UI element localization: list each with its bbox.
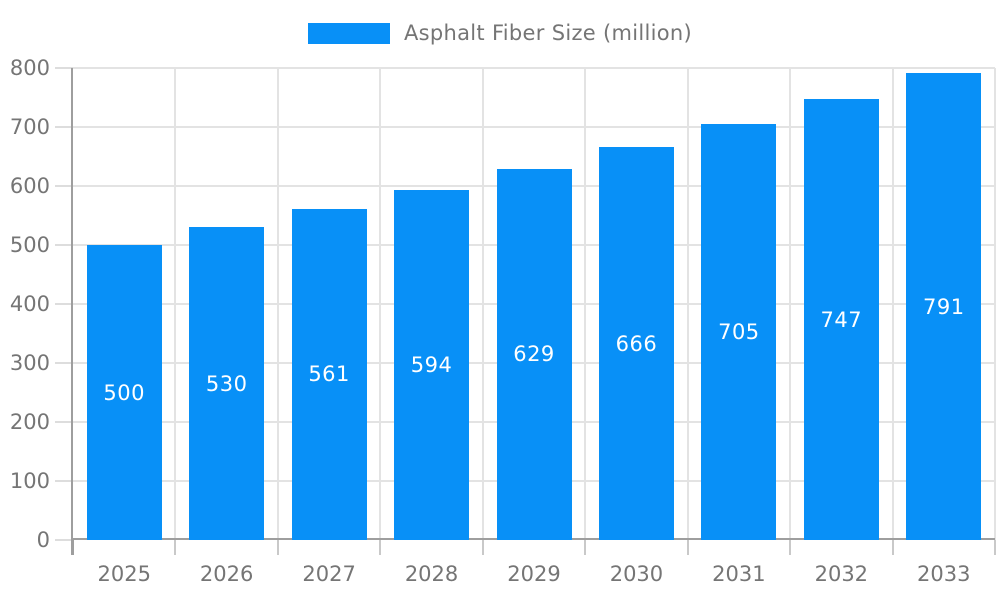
x-axis-tick — [276, 540, 279, 555]
y-gridline — [73, 67, 995, 69]
x-gridline — [584, 68, 587, 540]
x-gridline — [481, 68, 484, 540]
y-axis-tick — [55, 244, 73, 246]
y-axis-tick — [55, 539, 73, 541]
y-axis-label: 600 — [9, 174, 50, 198]
y-axis-label: 300 — [9, 351, 50, 375]
y-axis-label: 0 — [36, 528, 50, 552]
x-axis-tick — [379, 540, 382, 555]
bar-value-label: 791 — [922, 294, 965, 319]
x-gridline — [686, 68, 689, 540]
x-axis-label: 2025 — [97, 562, 151, 586]
x-axis-tick — [994, 540, 996, 555]
x-axis-label: 2031 — [712, 562, 766, 586]
x-axis-label: 2029 — [507, 562, 561, 586]
x-axis-label: 2028 — [404, 562, 459, 586]
x-gridline — [379, 68, 382, 540]
x-gridline — [891, 68, 894, 540]
bar-value-label: 705 — [718, 320, 760, 345]
bar-2028: 594 — [394, 189, 470, 540]
y-axis-label: 800 — [9, 56, 50, 80]
x-axis-tick — [584, 540, 587, 555]
x-axis-label: 2027 — [302, 562, 356, 586]
bar-2031: 705 — [701, 124, 777, 540]
bar-value-label: 561 — [308, 362, 350, 387]
bar-2032: 747 — [803, 99, 879, 540]
legend-swatch — [307, 22, 390, 44]
x-axis-tick — [891, 540, 894, 555]
legend-label: Asphalt Fiber Size (million) — [403, 21, 693, 45]
x-axis-tick — [686, 540, 689, 555]
x-axis-label: 2033 — [917, 562, 971, 586]
x-gridline — [789, 68, 792, 540]
y-axis-label: 200 — [9, 410, 50, 434]
x-gridline — [994, 68, 996, 540]
y-axis-label: 400 — [9, 292, 50, 316]
x-axis-label: 2032 — [814, 562, 869, 586]
bar-2033: 791 — [906, 73, 982, 540]
y-axis-line — [71, 68, 73, 555]
bar-value-label: 629 — [513, 342, 555, 367]
bar-value-label: 666 — [615, 331, 658, 356]
x-axis-tick — [481, 540, 484, 555]
x-gridline — [174, 68, 177, 540]
y-axis-tick — [55, 126, 73, 128]
bar-2025: 500 — [86, 245, 162, 540]
y-axis-tick — [55, 480, 73, 482]
bar-2027: 561 — [291, 209, 367, 540]
x-axis-tick — [174, 540, 177, 555]
y-axis-tick — [55, 421, 73, 423]
y-gridline — [73, 126, 995, 128]
x-axis-label: 2030 — [609, 562, 664, 586]
y-axis-label: 700 — [9, 115, 50, 139]
x-axis-tick — [72, 540, 74, 555]
bar-value-label: 594 — [410, 352, 453, 377]
chart-legend: Asphalt Fiber Size (million) — [0, 14, 1000, 52]
x-gridline — [276, 68, 279, 540]
y-axis-label: 100 — [9, 469, 50, 493]
bar-2030: 666 — [598, 147, 674, 540]
y-axis-tick — [55, 303, 73, 305]
bar-2029: 629 — [496, 168, 572, 540]
y-axis-tick — [55, 362, 73, 364]
bar-value-label: 747 — [820, 307, 863, 332]
y-axis-tick — [55, 185, 73, 187]
bar-value-label: 500 — [103, 380, 146, 405]
y-axis-label: 500 — [9, 233, 50, 257]
bar-2026: 530 — [189, 227, 265, 540]
x-axis-label: 2026 — [199, 562, 254, 586]
bar-value-label: 530 — [205, 371, 248, 396]
x-axis-tick — [789, 540, 792, 555]
y-axis-tick — [55, 67, 73, 69]
